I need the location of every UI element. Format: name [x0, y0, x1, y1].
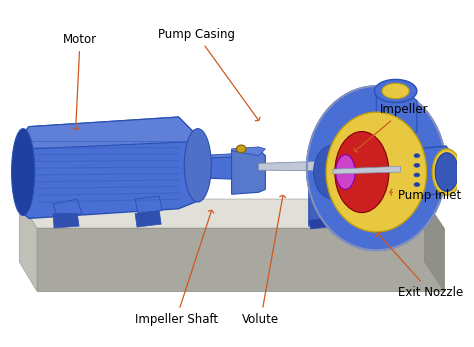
Polygon shape — [415, 146, 452, 196]
Polygon shape — [309, 172, 343, 226]
Ellipse shape — [336, 155, 355, 189]
Polygon shape — [198, 156, 259, 180]
Ellipse shape — [11, 129, 35, 215]
Ellipse shape — [414, 163, 420, 167]
Polygon shape — [333, 166, 401, 174]
Polygon shape — [135, 211, 161, 227]
Ellipse shape — [382, 83, 409, 99]
Polygon shape — [232, 147, 265, 156]
Polygon shape — [18, 117, 203, 218]
Polygon shape — [376, 89, 417, 101]
Polygon shape — [425, 199, 444, 291]
Polygon shape — [333, 211, 367, 234]
Ellipse shape — [435, 153, 458, 191]
Polygon shape — [53, 199, 82, 218]
Text: Impeller Shaft: Impeller Shaft — [135, 210, 218, 325]
Polygon shape — [53, 213, 79, 228]
Ellipse shape — [307, 86, 446, 250]
Polygon shape — [19, 199, 36, 291]
Polygon shape — [309, 218, 336, 229]
Polygon shape — [36, 228, 444, 291]
Ellipse shape — [374, 79, 417, 103]
Polygon shape — [18, 117, 203, 149]
Ellipse shape — [326, 112, 427, 232]
Polygon shape — [259, 160, 351, 171]
Ellipse shape — [414, 154, 420, 158]
Polygon shape — [376, 91, 417, 137]
Ellipse shape — [432, 149, 461, 195]
Ellipse shape — [335, 132, 389, 213]
Ellipse shape — [414, 173, 420, 177]
Ellipse shape — [414, 183, 420, 187]
Text: Volute: Volute — [242, 195, 285, 325]
Text: Impeller: Impeller — [355, 103, 428, 152]
Ellipse shape — [314, 145, 352, 199]
Ellipse shape — [184, 129, 211, 202]
Text: Exit Nozzle: Exit Nozzle — [376, 232, 463, 299]
Polygon shape — [232, 149, 265, 194]
Ellipse shape — [237, 145, 246, 153]
Text: Pump Casing: Pump Casing — [158, 28, 260, 121]
Polygon shape — [198, 153, 259, 159]
Polygon shape — [19, 199, 444, 228]
Text: Motor: Motor — [63, 33, 97, 130]
Polygon shape — [135, 196, 162, 213]
Text: Pump Inlet: Pump Inlet — [390, 189, 461, 202]
